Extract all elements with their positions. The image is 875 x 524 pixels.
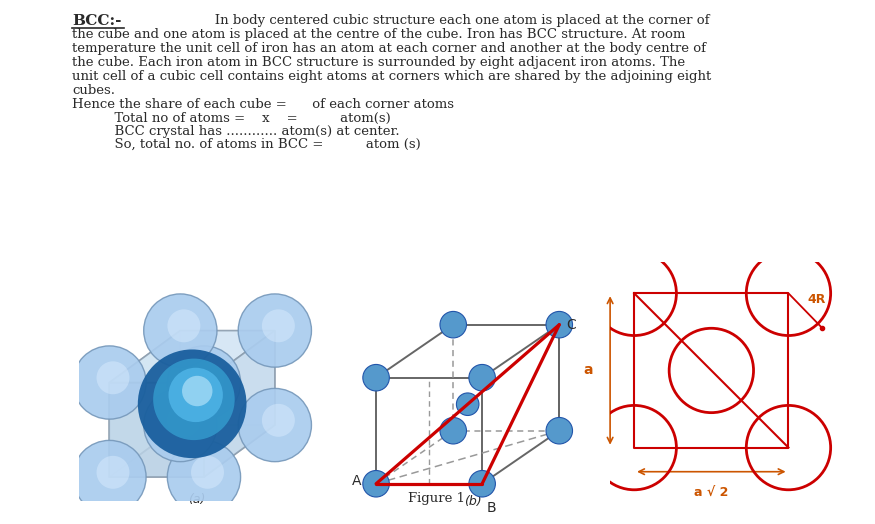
Circle shape [546, 311, 572, 338]
Circle shape [138, 350, 247, 458]
Circle shape [262, 404, 295, 437]
Circle shape [153, 358, 235, 440]
Text: (b): (b) [464, 496, 481, 508]
Polygon shape [180, 331, 275, 425]
Circle shape [238, 388, 312, 462]
Text: a √ 2: a √ 2 [694, 487, 729, 500]
Text: temperature the unit cell of iron has an atom at each corner and another at the : temperature the unit cell of iron has an… [72, 42, 706, 55]
Text: a: a [584, 364, 593, 377]
Circle shape [191, 362, 224, 394]
Text: C: C [566, 318, 577, 332]
Polygon shape [109, 331, 180, 477]
Text: BCC crystal has ............ atom(s) at center.: BCC crystal has ............ atom(s) at … [72, 125, 400, 138]
Text: A: A [352, 474, 361, 488]
Circle shape [167, 309, 200, 342]
Circle shape [169, 368, 223, 422]
Text: Figure 1: Figure 1 [409, 492, 466, 505]
Circle shape [440, 311, 466, 338]
Circle shape [469, 365, 495, 391]
Circle shape [262, 309, 295, 342]
Text: 4R: 4R [808, 293, 826, 307]
Circle shape [191, 456, 224, 489]
Text: In body centered cubic structure each one atom is placed at the corner of: In body centered cubic structure each on… [202, 14, 710, 27]
Text: the cube and one atom is placed at the centre of the cube. Iron has BCC structur: the cube and one atom is placed at the c… [72, 28, 685, 41]
Text: B: B [487, 500, 497, 515]
Circle shape [144, 294, 217, 367]
Text: So, total no. of atoms in BCC =          atom (s): So, total no. of atoms in BCC = atom (s) [72, 138, 421, 151]
Circle shape [167, 346, 241, 419]
Circle shape [182, 376, 213, 406]
Circle shape [363, 471, 389, 497]
Text: (a): (a) [188, 493, 206, 506]
Circle shape [440, 418, 466, 444]
Circle shape [457, 393, 479, 416]
Circle shape [96, 456, 130, 489]
Circle shape [167, 404, 200, 437]
Text: cubes.: cubes. [72, 84, 115, 97]
Circle shape [167, 440, 241, 514]
Text: Hence the share of each cube =      of each corner atoms: Hence the share of each cube = of each c… [72, 98, 454, 111]
Circle shape [238, 294, 312, 367]
Text: the cube. Each iron atom in BCC structure is surrounded by eight adjacent iron a: the cube. Each iron atom in BCC structur… [72, 56, 685, 69]
Circle shape [469, 471, 495, 497]
Text: Total no of atoms =    x    =          atom(s): Total no of atoms = x = atom(s) [72, 112, 391, 125]
Polygon shape [109, 383, 204, 477]
Text: BCC:-: BCC:- [72, 14, 122, 28]
Polygon shape [204, 331, 275, 477]
Polygon shape [109, 425, 275, 477]
Circle shape [73, 346, 146, 419]
Polygon shape [109, 331, 275, 383]
Circle shape [73, 440, 146, 514]
Circle shape [363, 365, 389, 391]
Circle shape [144, 388, 217, 462]
Circle shape [546, 418, 572, 444]
Text: unit cell of a cubic cell contains eight atoms at corners which are shared by th: unit cell of a cubic cell contains eight… [72, 70, 711, 83]
Circle shape [96, 362, 130, 394]
